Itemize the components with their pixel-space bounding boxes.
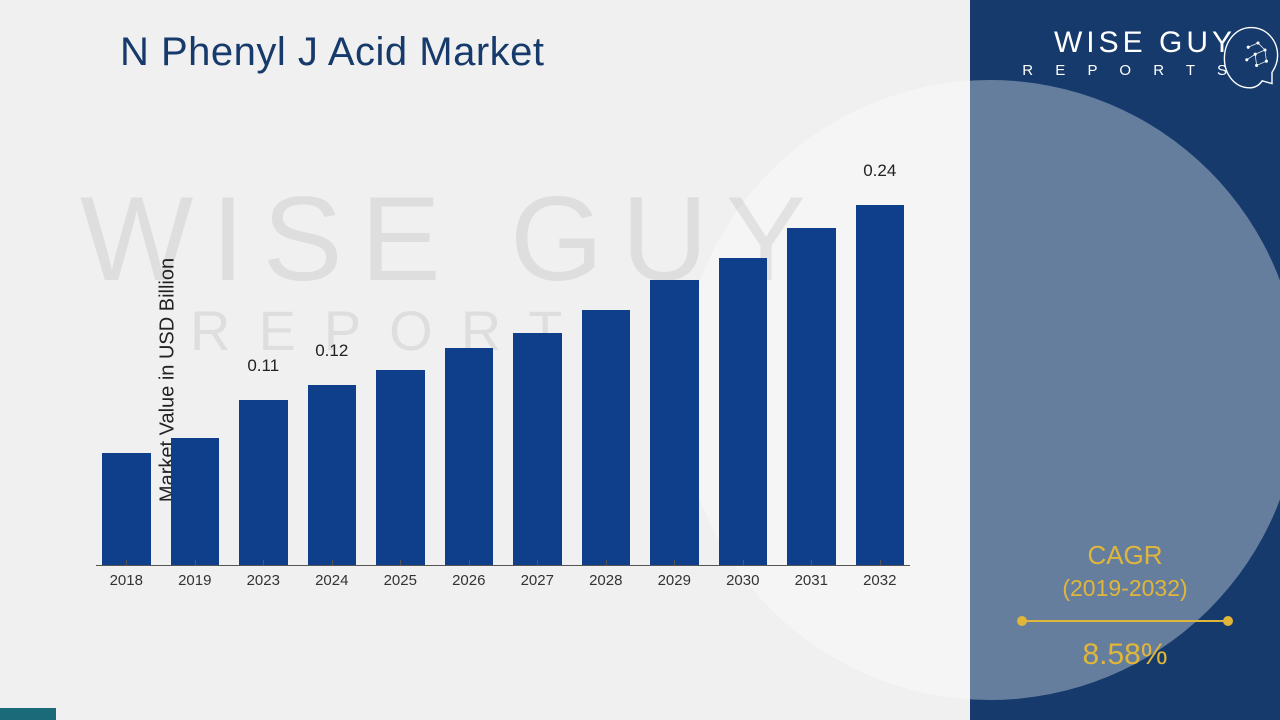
logo-head-icon (1216, 22, 1280, 92)
x-tick-2023: 2023 (239, 566, 288, 600)
bar-value-label: 0.11 (239, 356, 288, 376)
bar-2027 (513, 160, 562, 565)
x-tick-2026: 2026 (445, 566, 494, 600)
x-tick-2031: 2031 (787, 566, 836, 600)
canvas: N Phenyl J Acid Market WISE GUY R E P O … (0, 0, 1280, 720)
x-tick-2024: 2024 (308, 566, 357, 600)
bar-rect (376, 370, 425, 565)
x-tick-2029: 2029 (650, 566, 699, 600)
logo-line2: R E P O R T S (1022, 62, 1236, 79)
bar-rect (513, 333, 562, 566)
bar-rect (308, 385, 357, 565)
accent-strip (0, 708, 56, 720)
bar-rect (719, 258, 768, 566)
bar-rect (856, 205, 905, 565)
x-tick-2019: 2019 (171, 566, 220, 600)
cagr-rule (1022, 620, 1228, 622)
bar-2028 (582, 160, 631, 565)
bar-rect (102, 453, 151, 566)
x-tick-2028: 2028 (582, 566, 631, 600)
logo-line1: WISE GUY (1022, 26, 1236, 60)
bar-2018 (102, 160, 151, 565)
bar-2019 (171, 160, 220, 565)
bar-2029 (650, 160, 699, 565)
bar-chart: Market Value in USD Billion 0.110.120.24… (60, 160, 910, 600)
bar-2023: 0.11 (239, 160, 288, 565)
bar-rect (239, 400, 288, 565)
bar-rect (787, 228, 836, 566)
cagr-value: 8.58% (970, 638, 1280, 672)
bar-2030 (719, 160, 768, 565)
cagr-range: (2019-2032) (970, 575, 1280, 602)
brand-logo: WISE GUY R E P O R T S (1022, 26, 1236, 79)
cagr-label: CAGR (970, 540, 1280, 571)
x-ticks: 2018 2019 2023 2024 2025 2026 2027 2028 2029 2030… (96, 566, 910, 600)
bar-rect (650, 280, 699, 565)
x-tick-2027: 2027 (513, 566, 562, 600)
bar-2025 (376, 160, 425, 565)
bar-rect (445, 348, 494, 566)
cagr-block: CAGR (2019-2032) 8.58% (970, 540, 1280, 672)
bar-2032: 0.24 (856, 160, 905, 565)
bars-container: 0.11 0.12 0.24 (96, 160, 910, 565)
x-tick-2030: 2030 (719, 566, 768, 600)
bar-2031 (787, 160, 836, 565)
chart-title: N Phenyl J Acid Market (120, 30, 545, 75)
bar-value-label: 0.24 (856, 161, 905, 181)
x-tick-2018: 2018 (102, 566, 151, 600)
plot-area: 0.11 0.12 0.24 (96, 160, 910, 566)
bar-2026 (445, 160, 494, 565)
x-tick-2032: 2032 (856, 566, 905, 600)
bar-rect (582, 310, 631, 565)
x-tick-2025: 2025 (376, 566, 425, 600)
bar-2024: 0.12 (308, 160, 357, 565)
bar-rect (171, 438, 220, 566)
bar-value-label: 0.12 (308, 341, 357, 361)
